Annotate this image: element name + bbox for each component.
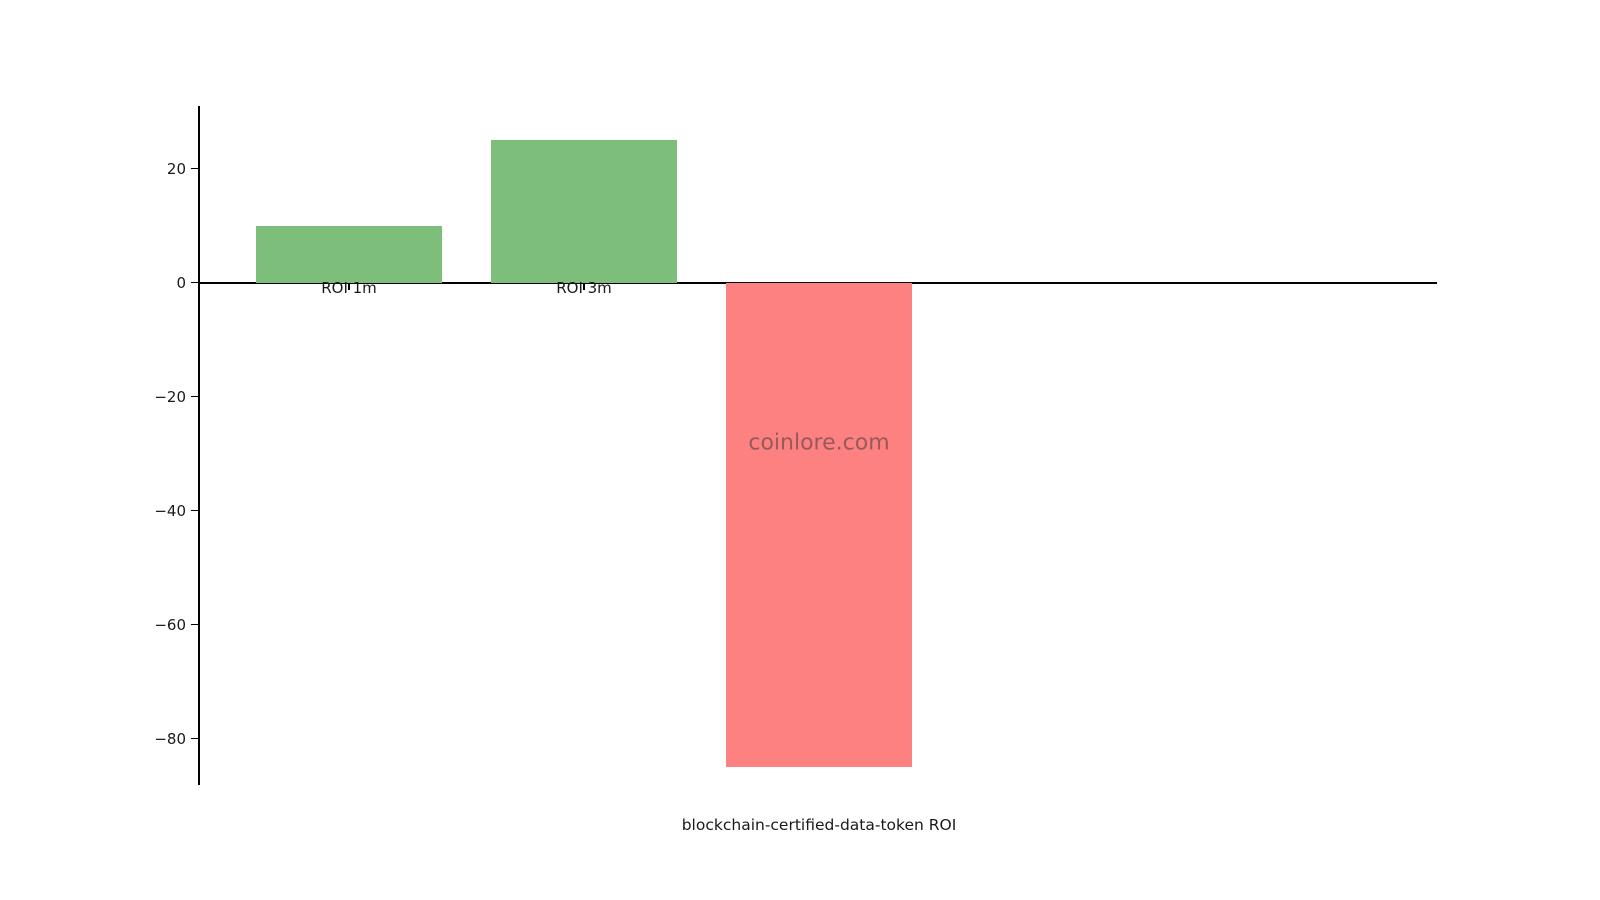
y-tick-mark (191, 395, 198, 398)
y-tick-label: 20 (166, 159, 186, 178)
y-tick-label: −20 (154, 387, 186, 406)
x-tick-mark (348, 283, 350, 290)
y-tick-label: −60 (154, 615, 186, 634)
x-tick-label: ROI 3m (556, 279, 612, 297)
x-tick-label: ROI 1m (321, 279, 377, 297)
y-axis-spine (198, 106, 200, 785)
y-tick-mark (191, 281, 198, 284)
bar (726, 282, 912, 767)
bar (491, 140, 677, 283)
y-tick-label: −80 (154, 729, 186, 748)
bar (256, 225, 442, 283)
y-tick-mark (191, 509, 198, 512)
y-tick-label: −40 (154, 501, 186, 520)
chart-title: blockchain-certified-data-token ROI (681, 816, 957, 834)
y-tick-mark (191, 167, 198, 170)
y-tick-mark (191, 737, 198, 740)
watermark: coinlore.com (748, 430, 890, 456)
y-tick-label: 0 (176, 273, 186, 292)
y-tick-mark (191, 623, 198, 626)
x-tick-mark (583, 283, 585, 290)
